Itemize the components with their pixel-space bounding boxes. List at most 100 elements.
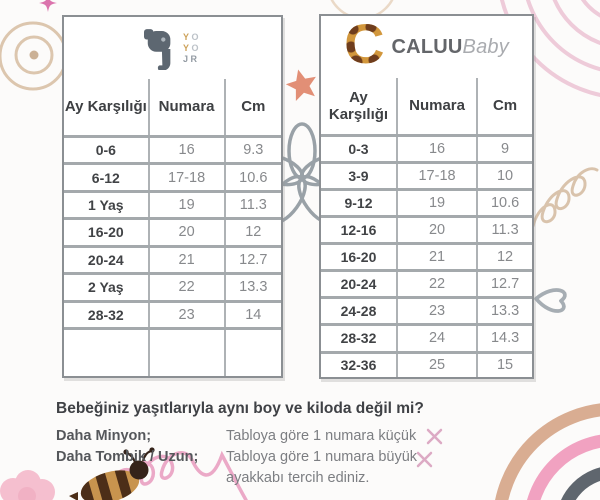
column-header: Ay Karşılığı	[328, 88, 389, 123]
table-cell: 16	[147, 134, 226, 164]
table-cell: 14	[224, 299, 281, 329]
table-cell: 16-20	[64, 217, 149, 247]
table-cell: 12.7	[477, 269, 532, 298]
table-cell: 19	[395, 188, 479, 217]
table-cell	[224, 327, 281, 376]
table-cell: 12.7	[224, 244, 281, 274]
column-header: Cm	[241, 98, 266, 116]
table-cell: 15	[477, 350, 532, 377]
table-cell: 12-16	[321, 215, 397, 244]
spiral-circle-icon	[0, 21, 68, 91]
loop-scribble-icon	[531, 167, 599, 228]
table-cell: 17-18	[395, 161, 479, 190]
table-cell: 28-32	[321, 323, 397, 352]
table-cell: 10.6	[477, 188, 532, 217]
table-cell: 9.3	[224, 134, 281, 164]
giraffe-c-monogram-icon: C	[344, 12, 385, 75]
table-cell: 1 Yaş	[64, 189, 149, 219]
table-cell: 10.6	[224, 162, 281, 192]
star-icon	[285, 69, 316, 101]
empty-row	[64, 327, 281, 376]
table-row: 16-20 20 12	[64, 217, 281, 247]
table-cell: 24-28	[321, 296, 397, 325]
table-row: 3-9 17-18 10	[321, 161, 532, 190]
heart-icon	[534, 288, 567, 313]
yoyo-jr-logo: YO YO JR	[64, 17, 281, 79]
table-cell: 9	[477, 133, 532, 163]
table-cell: 28-32	[64, 299, 149, 329]
caluu-baby-logo: C CALUUBaby	[321, 16, 532, 78]
table-row: 6-12 17-18 10.6	[64, 162, 281, 192]
table-cell: 32-36	[321, 350, 397, 377]
footer-note: Bebeğiniz yaşıtlarıyla aynı boy ve kilod…	[56, 400, 526, 489]
table-cell: 16-20	[321, 242, 397, 271]
table-cell: 20-24	[64, 244, 149, 274]
table-row: 28-32 24 14.3	[321, 323, 532, 352]
table-row: 0-6 16 9.3	[64, 134, 281, 164]
table-cell: 2 Yaş	[64, 272, 149, 302]
yoyo-wordmark-line: YO	[182, 42, 202, 53]
flower-icon	[0, 470, 55, 500]
table-row: 1 Yaş 19 11.3	[64, 189, 281, 219]
table-cell: 19	[147, 189, 226, 219]
table-cell: 0-6	[64, 134, 149, 164]
header-row: Ay Karşılığı Numara Cm	[321, 78, 532, 136]
table-cell: 20-24	[321, 269, 397, 298]
table-cell: 10	[477, 161, 532, 190]
table-cell	[64, 327, 149, 376]
table-cell: 11.3	[477, 215, 532, 244]
table-cell: 23	[395, 296, 479, 325]
table-cell: 25	[395, 350, 479, 377]
size-table-yoyo-jr: YO YO JR Ay Karşılığı Numara Cm 0-6 16 9.3 6-…	[62, 15, 283, 378]
table-cell: 9-12	[321, 188, 397, 217]
header-row: Ay Karşılığı Numara Cm	[64, 79, 281, 137]
caluu-size-chart: Ay Karşılığı Numara Cm 0-3 16 9 3-9 17-18 10 9…	[321, 78, 532, 377]
yoyo-wordmark: YO YO JR	[183, 32, 201, 65]
yoyo-wordmark-line: JR	[182, 53, 200, 64]
brand-suffix: Baby	[462, 35, 509, 58]
brand-name: CALUU	[391, 35, 463, 58]
table-cell: 20	[395, 215, 479, 244]
table-cell: 3-9	[321, 161, 397, 190]
table-cell	[147, 327, 226, 376]
table-cell: 14.3	[477, 323, 532, 352]
table-row: 16-20 21 12	[321, 242, 532, 271]
column-header: Cm	[492, 97, 518, 115]
size-table-caluu-baby: C CALUUBaby Ay Karşılığı Numara Cm 0-3 16…	[319, 14, 534, 379]
table-row: 9-12 19 10.6	[321, 188, 532, 217]
table-cell: 11.3	[224, 189, 281, 219]
footer-value: Tabloya göre 1 numara küçük	[226, 428, 417, 444]
footer-heading: Bebeğiniz yaşıtlarıyla aynı boy ve kilod…	[56, 400, 424, 417]
table-cell: 12	[224, 217, 281, 247]
table-cell: 6-12	[64, 162, 149, 192]
table-row: 2 Yaş 22 13.3	[64, 272, 281, 302]
yoyo-size-chart: Ay Karşılığı Numara Cm 0-6 16 9.3 6-12 17-18…	[64, 79, 281, 376]
footer-label: Daha Tombik / Uzun;	[56, 449, 199, 465]
table-cell: 13.3	[477, 296, 532, 325]
table-cell: 23	[147, 299, 226, 329]
table-row: 32-36 25 15	[321, 350, 532, 377]
table-row: 12-16 20 11.3	[321, 215, 532, 244]
caluu-wordmark: CALUUBaby	[392, 36, 509, 59]
footer-row: Daha Minyon; Tabloya göre 1 numara küçük	[56, 426, 526, 447]
table-cell: 17-18	[147, 162, 226, 192]
table-row: 20-24 21 12.7	[64, 244, 281, 274]
table-cell: 21	[395, 242, 479, 271]
column-header: Ay Karşılığı	[64, 98, 147, 116]
table-cell: 0-3	[321, 133, 397, 163]
footer-row: Daha Tombik / Uzun; Tabloya göre 1 numar…	[56, 447, 526, 489]
footer-label: Daha Minyon;	[56, 428, 152, 444]
column-header: Numara	[395, 78, 479, 136]
table-cell: 20	[147, 217, 226, 247]
column-header: Numara	[147, 79, 226, 137]
footer-value: Tabloya göre 1 numara büyük ayakkabı ter…	[226, 449, 418, 486]
table-cell: 21	[147, 244, 226, 274]
table-row: 20-24 22 12.7	[321, 269, 532, 298]
table-row: 24-28 23 13.3	[321, 296, 532, 325]
sparkle-icon	[39, 0, 57, 12]
table-cell: 16	[395, 133, 479, 163]
table-cell: 12	[477, 242, 532, 271]
elephant-icon	[143, 29, 171, 70]
table-row: 0-3 16 9	[321, 133, 532, 163]
table-cell: 22	[395, 269, 479, 298]
